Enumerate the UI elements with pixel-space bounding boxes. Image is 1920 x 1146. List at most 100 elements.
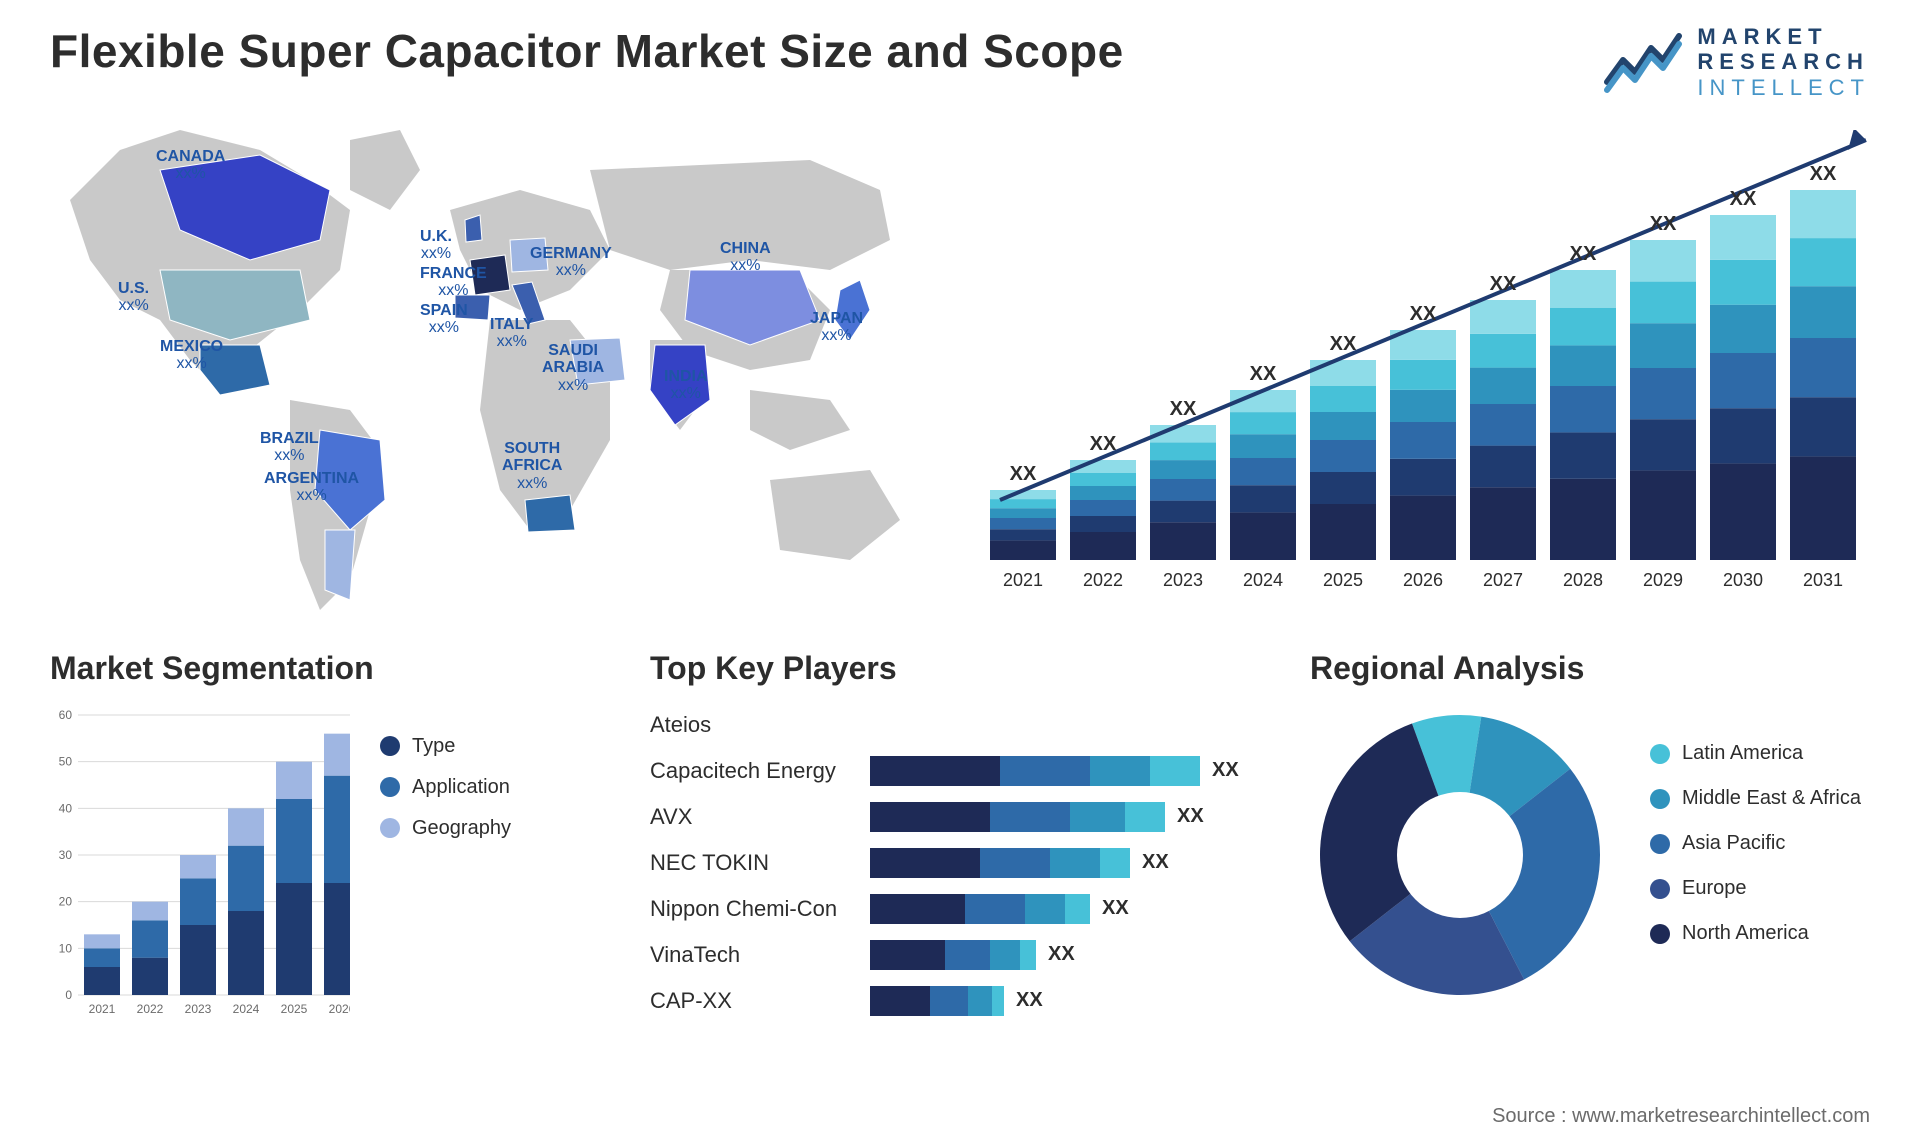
- player-name: Nippon Chemi-Con: [650, 896, 870, 922]
- brand-logo: MARKET RESEARCH INTELLECT: [1603, 24, 1870, 100]
- legend-swatch-icon: [1650, 789, 1670, 809]
- player-bar: [870, 940, 1036, 970]
- legend-swatch-icon: [380, 777, 400, 797]
- svg-text:XX: XX: [1010, 463, 1037, 485]
- player-bar-segment: [870, 756, 1000, 786]
- svg-text:XX: XX: [1730, 188, 1757, 210]
- player-name: AVX: [650, 804, 870, 830]
- legend-item: Asia Pacific: [1650, 832, 1861, 855]
- regional-legend: Latin AmericaMiddle East & AfricaAsia Pa…: [1650, 742, 1861, 967]
- player-value: XX: [1177, 805, 1204, 828]
- legend-item: North America: [1650, 922, 1861, 945]
- segmentation-chart: 0102030405060202120222023202420252026: [50, 705, 350, 1025]
- svg-text:2022: 2022: [1083, 570, 1123, 590]
- svg-text:2027: 2027: [1483, 570, 1523, 590]
- player-name: CAP-XX: [650, 988, 870, 1014]
- key-players-title: Top Key Players: [650, 650, 1270, 687]
- regional-title: Regional Analysis: [1310, 650, 1870, 687]
- growth-chart: XXXXXXXXXXXXXXXXXXXXXX 20212022202320242…: [990, 130, 1870, 610]
- legend-swatch-icon: [1650, 924, 1670, 944]
- segmentation-panel: Market Segmentation 01020304050602021202…: [50, 650, 610, 1027]
- segmentation-title: Market Segmentation: [50, 650, 610, 687]
- map-label: SPAINxx%: [420, 302, 468, 337]
- map-label: ITALYxx%: [490, 316, 534, 351]
- player-bar-segment: [992, 986, 1004, 1016]
- logo-mark-icon: [1603, 30, 1683, 94]
- player-row: Ateios: [650, 705, 1270, 745]
- svg-text:0: 0: [65, 988, 72, 1002]
- legend-item: Type: [380, 735, 511, 758]
- svg-text:30: 30: [59, 848, 73, 862]
- player-name: Ateios: [650, 712, 870, 738]
- svg-text:2029: 2029: [1643, 570, 1683, 590]
- legend-swatch-icon: [1650, 744, 1670, 764]
- player-value: XX: [1016, 989, 1043, 1012]
- map-label: CHINAxx%: [720, 240, 771, 275]
- player-bar-segment: [1020, 940, 1036, 970]
- player-bar-segment: [1090, 756, 1150, 786]
- player-row: VinaTechXX: [650, 935, 1270, 975]
- player-bar: [870, 894, 1090, 924]
- svg-text:XX: XX: [1570, 243, 1597, 265]
- svg-text:2021: 2021: [89, 1002, 116, 1016]
- key-players-chart: Ateios Capacitech Energy XX AVX XX NEC TOKIN X…: [650, 705, 1270, 1021]
- regional-donut-chart: [1310, 705, 1610, 1005]
- logo-text-2: RESEARCH: [1697, 49, 1870, 74]
- svg-text:10: 10: [59, 941, 73, 955]
- svg-text:2021: 2021: [1003, 570, 1043, 590]
- player-name: Capacitech Energy: [650, 758, 870, 784]
- player-bar-segment: [1065, 894, 1090, 924]
- legend-item: Europe: [1650, 877, 1861, 900]
- player-bar-segment: [870, 894, 965, 924]
- player-bar-segment: [965, 894, 1025, 924]
- player-bar-segment: [980, 848, 1050, 878]
- map-label: U.K.xx%: [420, 228, 452, 263]
- map-label: GERMANYxx%: [530, 245, 612, 280]
- player-bar-segment: [945, 940, 990, 970]
- svg-text:2026: 2026: [1403, 570, 1443, 590]
- svg-text:40: 40: [59, 801, 73, 815]
- svg-text:XX: XX: [1490, 273, 1517, 295]
- player-bar-segment: [968, 986, 992, 1016]
- svg-text:2031: 2031: [1803, 570, 1843, 590]
- svg-text:XX: XX: [1170, 398, 1197, 420]
- player-bar-segment: [870, 986, 930, 1016]
- world-map-panel: CANADAxx%U.S.xx%MEXICOxx%BRAZILxx%ARGENT…: [50, 110, 930, 620]
- page-title: Flexible Super Capacitor Market Size and…: [50, 24, 1124, 78]
- map-label: SAUDIARABIAxx%: [542, 342, 604, 395]
- map-label: SOUTHAFRICAxx%: [502, 440, 562, 493]
- svg-text:2025: 2025: [1323, 570, 1363, 590]
- legend-label: North America: [1682, 922, 1809, 945]
- player-bar-segment: [1125, 802, 1165, 832]
- player-row: CAP-XX XX: [650, 981, 1270, 1021]
- legend-swatch-icon: [1650, 834, 1670, 854]
- legend-label: Application: [412, 776, 510, 799]
- player-bar-segment: [870, 802, 990, 832]
- svg-text:XX: XX: [1330, 333, 1357, 355]
- svg-text:20: 20: [59, 895, 73, 909]
- player-bar-segment: [1000, 756, 1090, 786]
- map-label: CANADAxx%: [156, 148, 225, 183]
- player-row: Nippon Chemi-Con XX: [650, 889, 1270, 929]
- player-bar-segment: [870, 848, 980, 878]
- svg-text:XX: XX: [1090, 433, 1117, 455]
- logo-text-3: INTELLECT: [1697, 75, 1870, 100]
- player-name: NEC TOKIN: [650, 850, 870, 876]
- map-label: BRAZILxx%: [260, 430, 319, 465]
- legend-label: Middle East & Africa: [1682, 787, 1861, 810]
- svg-text:2023: 2023: [185, 1002, 212, 1016]
- player-bar-segment: [1025, 894, 1065, 924]
- svg-text:50: 50: [59, 755, 73, 769]
- player-value: XX: [1142, 851, 1169, 874]
- map-label: JAPANxx%: [810, 310, 863, 345]
- player-value: XX: [1102, 897, 1129, 920]
- segmentation-legend: TypeApplicationGeography: [380, 705, 511, 858]
- legend-label: Europe: [1682, 877, 1747, 900]
- svg-text:XX: XX: [1650, 213, 1677, 235]
- map-label: U.S.xx%: [118, 280, 149, 315]
- player-value: XX: [1048, 943, 1075, 966]
- logo-text-1: MARKET: [1697, 24, 1870, 49]
- svg-text:2024: 2024: [1243, 570, 1283, 590]
- player-bar-segment: [870, 940, 945, 970]
- player-bar-segment: [1150, 756, 1200, 786]
